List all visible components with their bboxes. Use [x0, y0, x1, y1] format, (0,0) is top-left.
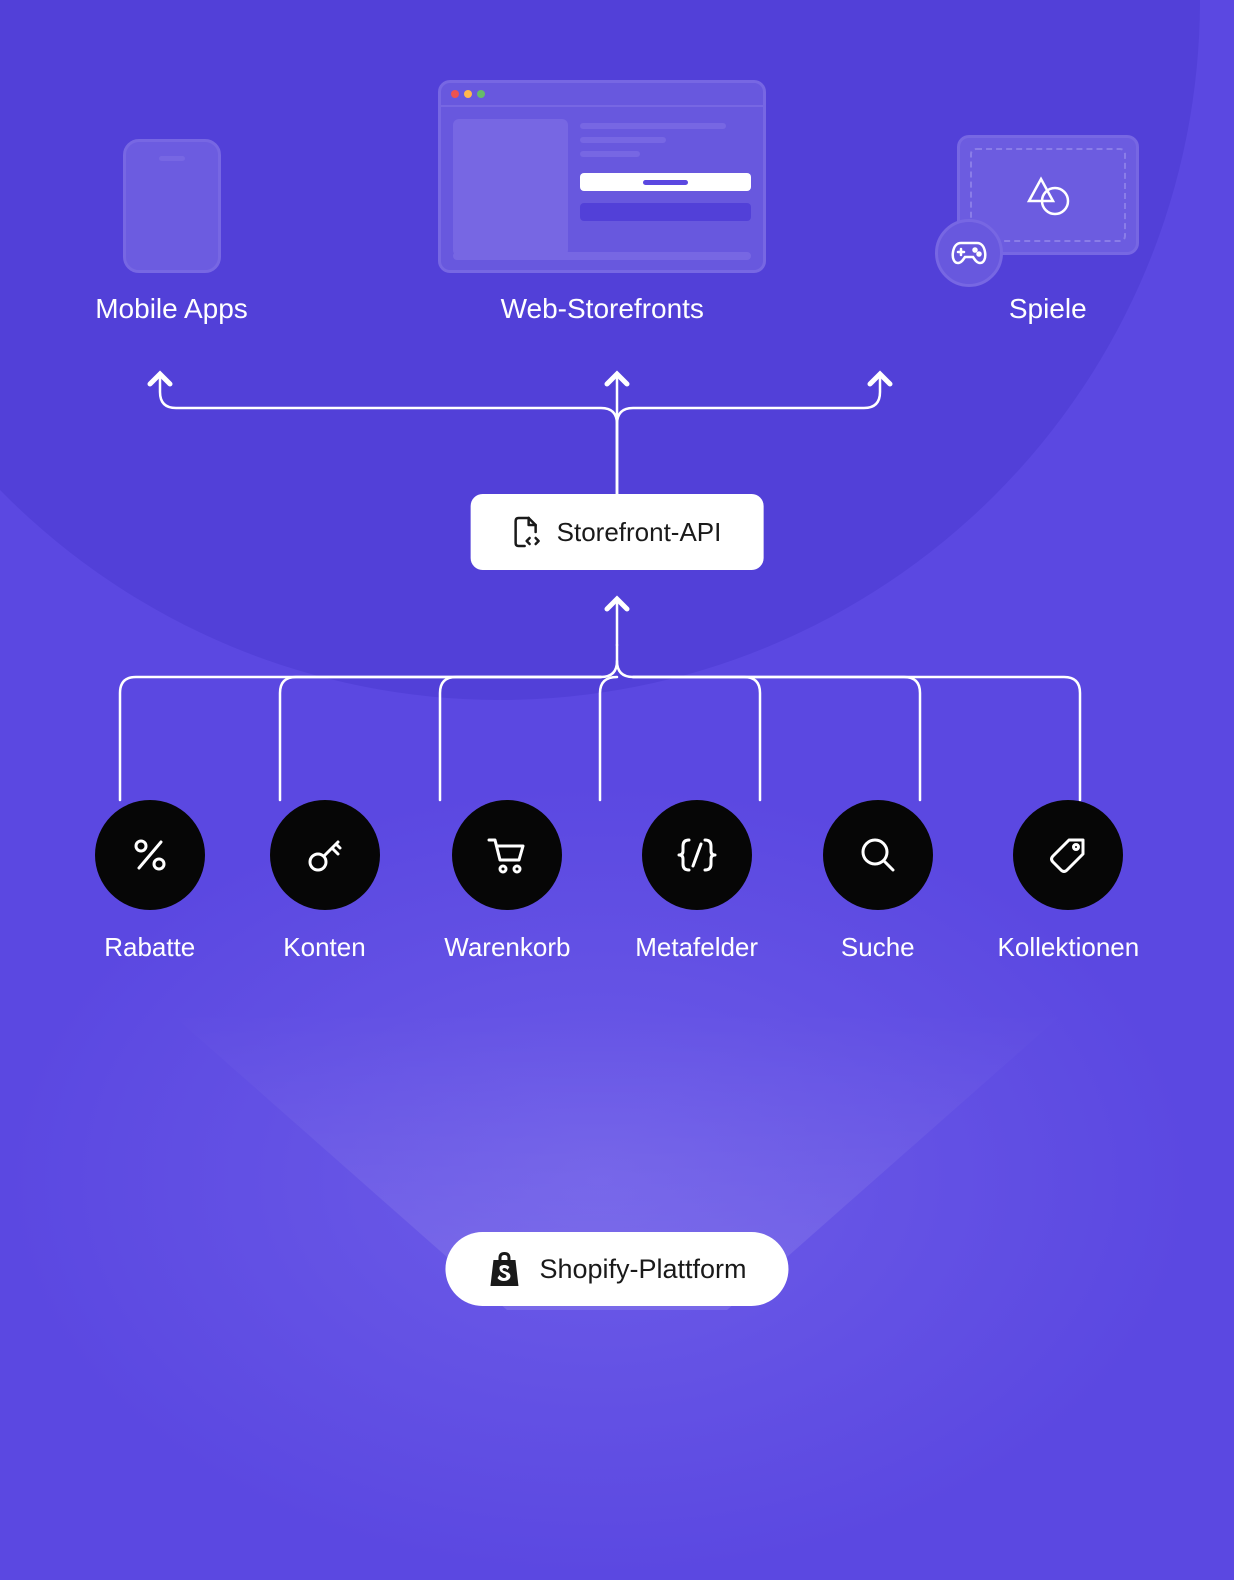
features-row: Rabatte Konten Warenkorb [0, 800, 1234, 963]
browser-image-placeholder [453, 119, 568, 256]
feature-circle [452, 800, 562, 910]
shopify-bag-icon [487, 1250, 521, 1288]
feature-konten: Konten [270, 800, 380, 963]
arrows-bottom [0, 585, 1234, 815]
maximize-dot-icon [477, 90, 485, 98]
feature-circle [1013, 800, 1123, 910]
node-mobile-apps: Mobile Apps [95, 139, 248, 325]
api-label: Storefront-API [557, 517, 722, 548]
feature-circle [95, 800, 205, 910]
minimize-dot-icon [464, 90, 472, 98]
browser-content [580, 119, 751, 256]
browser-titlebar [441, 83, 763, 107]
web-label: Web-Storefronts [501, 293, 704, 325]
shapes-icon [1023, 173, 1073, 217]
phone-icon [123, 139, 221, 273]
feature-suche: Suche [823, 800, 933, 963]
top-row: Mobile Apps [0, 80, 1234, 325]
gamepad-icon [951, 240, 987, 266]
tag-icon [1047, 834, 1089, 876]
feature-circle [642, 800, 752, 910]
game-card-icon [957, 135, 1139, 255]
shopify-platform-node: Shopify-Plattform [445, 1232, 788, 1306]
games-label: Spiele [1009, 293, 1087, 325]
file-code-icon [513, 516, 541, 548]
feature-warenkorb: Warenkorb [444, 800, 570, 963]
mobile-label: Mobile Apps [95, 293, 248, 325]
text-line [580, 137, 666, 143]
feature-label: Suche [841, 932, 915, 963]
platform-label: Shopify-Plattform [539, 1254, 746, 1285]
feature-rabatte: Rabatte [95, 800, 205, 963]
feature-label: Warenkorb [444, 932, 570, 963]
search-icon [857, 834, 899, 876]
feature-label: Rabatte [104, 932, 195, 963]
feature-circle [270, 800, 380, 910]
storefront-api-node: Storefront-API [471, 494, 764, 570]
feature-metafelder: Metafelder [635, 800, 758, 963]
cart-icon [485, 834, 529, 876]
feature-label: Konten [283, 932, 365, 963]
gamepad-badge [935, 219, 1003, 287]
feature-label: Metafelder [635, 932, 758, 963]
diagram-container: Mobile Apps [0, 0, 1234, 1380]
primary-button-placeholder [580, 173, 751, 191]
browser-body [441, 107, 763, 268]
node-games: Spiele [957, 135, 1139, 325]
feature-circle [823, 800, 933, 910]
browser-icon [438, 80, 766, 273]
braces-icon [674, 834, 720, 876]
feature-label: Kollektionen [998, 932, 1140, 963]
browser-footer-line [453, 252, 751, 260]
percent-icon [129, 834, 171, 876]
node-web-storefronts: Web-Storefronts [438, 80, 766, 325]
secondary-button-placeholder [580, 203, 751, 221]
key-icon [304, 834, 346, 876]
close-dot-icon [451, 90, 459, 98]
feature-kollektionen: Kollektionen [998, 800, 1140, 963]
text-line [580, 151, 640, 157]
text-line [580, 123, 725, 129]
